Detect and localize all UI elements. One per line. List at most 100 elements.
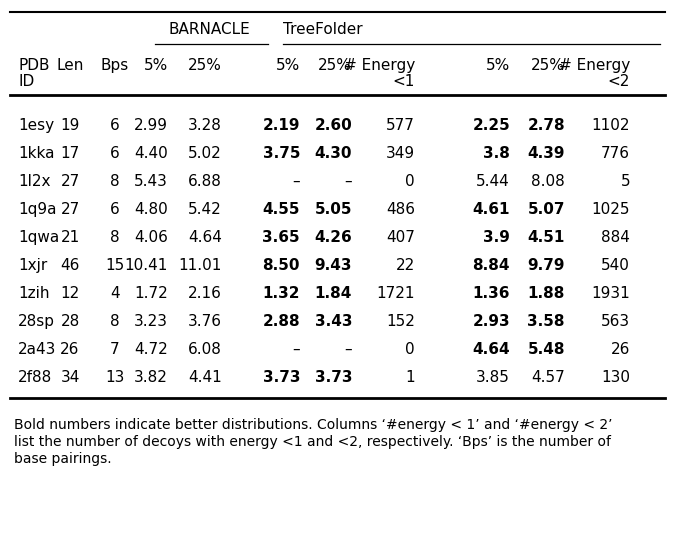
Text: 8.08: 8.08 — [531, 174, 565, 189]
Text: –: – — [344, 342, 352, 357]
Text: 15: 15 — [105, 258, 124, 273]
Text: 0: 0 — [406, 342, 415, 357]
Text: 349: 349 — [386, 146, 415, 161]
Text: 3.85: 3.85 — [476, 370, 510, 385]
Text: 4.06: 4.06 — [134, 230, 168, 245]
Text: list the number of decoys with energy <1 and <2, respectively. ‘Bps’ is the numb: list the number of decoys with energy <1… — [14, 435, 611, 449]
Text: 8.84: 8.84 — [473, 258, 510, 273]
Text: 2.25: 2.25 — [473, 118, 510, 133]
Text: 3.75: 3.75 — [262, 146, 300, 161]
Text: 3.8: 3.8 — [483, 146, 510, 161]
Text: 3.82: 3.82 — [134, 370, 168, 385]
Text: 8: 8 — [110, 174, 120, 189]
Text: 10.41: 10.41 — [124, 258, 168, 273]
Text: 1102: 1102 — [592, 118, 630, 133]
Text: 5.05: 5.05 — [314, 202, 352, 217]
Text: 21: 21 — [60, 230, 80, 245]
Text: 9.79: 9.79 — [527, 258, 565, 273]
Text: 1721: 1721 — [377, 286, 415, 301]
Text: 8.50: 8.50 — [262, 258, 300, 273]
Text: 4.41: 4.41 — [188, 370, 222, 385]
Text: 6: 6 — [110, 118, 120, 133]
Text: 3.28: 3.28 — [188, 118, 222, 133]
Text: 4.55: 4.55 — [262, 202, 300, 217]
Text: TreeFolder: TreeFolder — [283, 22, 362, 37]
Text: 4: 4 — [110, 286, 120, 301]
Text: 19: 19 — [60, 118, 80, 133]
Text: 1esy: 1esy — [18, 118, 54, 133]
Text: 6: 6 — [110, 146, 120, 161]
Text: 486: 486 — [386, 202, 415, 217]
Text: 884: 884 — [601, 230, 630, 245]
Text: 5.44: 5.44 — [477, 174, 510, 189]
Text: 540: 540 — [601, 258, 630, 273]
Text: 1.84: 1.84 — [314, 286, 352, 301]
Text: PDB: PDB — [18, 58, 49, 73]
Text: 27: 27 — [60, 202, 80, 217]
Text: 776: 776 — [601, 146, 630, 161]
Text: 1.72: 1.72 — [135, 286, 168, 301]
Text: 1qwa: 1qwa — [18, 230, 59, 245]
Text: 2.60: 2.60 — [314, 118, 352, 133]
Text: BARNACLE: BARNACLE — [168, 22, 249, 37]
Text: 9.43: 9.43 — [314, 258, 352, 273]
Text: 26: 26 — [610, 342, 630, 357]
Text: 4.61: 4.61 — [473, 202, 510, 217]
Text: 4.30: 4.30 — [314, 146, 352, 161]
Text: 2.78: 2.78 — [527, 118, 565, 133]
Text: 1l2x: 1l2x — [18, 174, 51, 189]
Text: 0: 0 — [406, 174, 415, 189]
Text: 2.99: 2.99 — [134, 118, 168, 133]
Text: 5.02: 5.02 — [188, 146, 222, 161]
Text: 6.88: 6.88 — [188, 174, 222, 189]
Text: 4.40: 4.40 — [135, 146, 168, 161]
Text: 407: 407 — [386, 230, 415, 245]
Text: 2.19: 2.19 — [262, 118, 300, 133]
Text: 4.64: 4.64 — [188, 230, 222, 245]
Text: 3.65: 3.65 — [262, 230, 300, 245]
Text: 22: 22 — [395, 258, 415, 273]
Text: 28: 28 — [60, 314, 80, 329]
Text: 5.48: 5.48 — [527, 342, 565, 357]
Text: 26: 26 — [60, 342, 80, 357]
Text: 563: 563 — [601, 314, 630, 329]
Text: 27: 27 — [60, 174, 80, 189]
Text: 17: 17 — [60, 146, 80, 161]
Text: 4.26: 4.26 — [314, 230, 352, 245]
Text: 1.88: 1.88 — [528, 286, 565, 301]
Text: base pairings.: base pairings. — [14, 452, 112, 466]
Text: <2: <2 — [608, 74, 630, 89]
Text: 4.39: 4.39 — [527, 146, 565, 161]
Text: 5: 5 — [621, 174, 630, 189]
Text: 4.51: 4.51 — [528, 230, 565, 245]
Text: 5.43: 5.43 — [134, 174, 168, 189]
Text: 130: 130 — [601, 370, 630, 385]
Text: 3.43: 3.43 — [314, 314, 352, 329]
Text: –: – — [344, 174, 352, 189]
Text: 3.73: 3.73 — [262, 370, 300, 385]
Text: 4.57: 4.57 — [531, 370, 565, 385]
Text: 2.88: 2.88 — [262, 314, 300, 329]
Text: 12: 12 — [60, 286, 80, 301]
Text: 1025: 1025 — [592, 202, 630, 217]
Text: Bold numbers indicate better distributions. Columns ‘#energy < 1’ and ‘#energy <: Bold numbers indicate better distributio… — [14, 418, 612, 432]
Text: 3.23: 3.23 — [134, 314, 168, 329]
Text: 1zih: 1zih — [18, 286, 49, 301]
Text: 3.58: 3.58 — [527, 314, 565, 329]
Text: 25%: 25% — [318, 58, 352, 73]
Text: 6.08: 6.08 — [188, 342, 222, 357]
Text: 4.80: 4.80 — [135, 202, 168, 217]
Text: 1xjr: 1xjr — [18, 258, 47, 273]
Text: 34: 34 — [60, 370, 80, 385]
Text: ID: ID — [18, 74, 34, 89]
Text: 8: 8 — [110, 314, 120, 329]
Text: –: – — [293, 174, 300, 189]
Text: 1: 1 — [406, 370, 415, 385]
Text: <1: <1 — [393, 74, 415, 89]
Text: 577: 577 — [386, 118, 415, 133]
Text: 5%: 5% — [276, 58, 300, 73]
Text: 1931: 1931 — [592, 286, 630, 301]
Text: 5.42: 5.42 — [188, 202, 222, 217]
Text: 2.16: 2.16 — [188, 286, 222, 301]
Text: 6: 6 — [110, 202, 120, 217]
